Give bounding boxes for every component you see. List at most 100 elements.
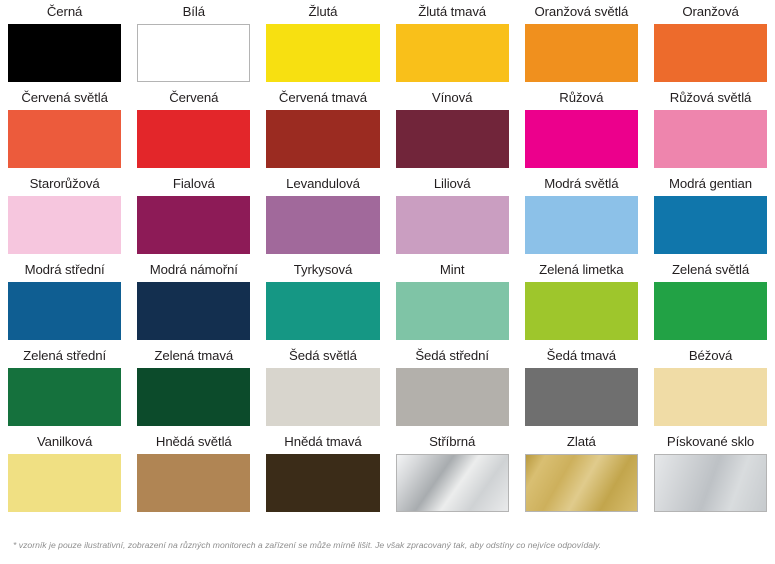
color-swatch[interactable] (524, 24, 638, 82)
swatch-cell[interactable]: Růžová světlá (646, 86, 775, 172)
color-swatch[interactable] (266, 282, 380, 340)
swatch-label: Červená světlá (21, 90, 108, 105)
color-swatch[interactable] (137, 454, 251, 512)
color-swatch[interactable] (395, 110, 509, 168)
color-swatch[interactable] (137, 24, 251, 82)
color-swatch[interactable] (395, 196, 509, 254)
swatch-cell[interactable]: Fialová (129, 172, 258, 258)
swatch-cell[interactable]: Modrá gentian (646, 172, 775, 258)
swatch-cell[interactable]: Šedá tmavá (517, 344, 646, 430)
swatch-label: Bílá (182, 4, 205, 19)
swatch-cell[interactable]: Oranžová světlá (517, 0, 646, 86)
swatch-cell[interactable]: Zelená limetka (517, 258, 646, 344)
swatch-cell[interactable]: Zelená střední (0, 344, 129, 430)
swatch-cell[interactable]: Červená (129, 86, 258, 172)
color-swatch[interactable] (395, 24, 509, 82)
swatch-cell[interactable]: Vínová (388, 86, 517, 172)
swatch-cell[interactable]: Starorůžová (0, 172, 129, 258)
color-swatch[interactable] (137, 282, 251, 340)
color-swatch[interactable] (266, 196, 380, 254)
swatch-label: Zlatá (566, 434, 596, 449)
swatch-cell[interactable]: Vanilková (0, 430, 129, 516)
swatch-cell[interactable]: Červená světlá (0, 86, 129, 172)
swatch-cell[interactable]: Mint (388, 258, 517, 344)
swatch-cell[interactable]: Stříbrná (388, 430, 517, 516)
swatch-cell[interactable]: Šedá střední (388, 344, 517, 430)
swatch-label: Hnědá tmavá (284, 434, 362, 449)
swatch-label: Zelená střední (23, 348, 107, 363)
color-swatch[interactable] (137, 196, 251, 254)
swatch-cell[interactable]: Zlatá (517, 430, 646, 516)
color-swatch[interactable] (395, 282, 509, 340)
color-swatch[interactable] (266, 24, 380, 82)
color-swatch[interactable] (524, 454, 638, 512)
color-swatch[interactable] (524, 110, 638, 168)
swatch-cell[interactable]: Béžová (646, 344, 775, 430)
swatch-label: Tyrkysová (293, 262, 353, 277)
swatch-label: Růžová světlá (669, 90, 752, 105)
swatch-cell[interactable]: Růžová (517, 86, 646, 172)
swatch-label: Zelená limetka (539, 262, 624, 277)
swatch-cell[interactable]: Modrá světlá (517, 172, 646, 258)
color-swatch[interactable] (524, 282, 638, 340)
color-swatch[interactable] (653, 24, 768, 82)
swatch-label: Starorůžová (29, 176, 100, 191)
color-swatch[interactable] (266, 368, 380, 426)
color-swatch[interactable] (653, 196, 768, 254)
color-swatch[interactable] (653, 110, 768, 168)
color-swatch[interactable] (524, 368, 638, 426)
color-swatch[interactable] (653, 368, 768, 426)
color-swatch[interactable] (8, 454, 122, 512)
swatch-cell[interactable]: Tyrkysová (258, 258, 387, 344)
color-swatch[interactable] (8, 110, 122, 168)
swatch-cell[interactable]: Červená tmavá (258, 86, 387, 172)
swatch-cell[interactable]: Pískované sklo (646, 430, 775, 516)
swatch-cell[interactable]: Modrá střední (0, 258, 129, 344)
swatch-cell[interactable]: Žlutá (258, 0, 387, 86)
swatch-label: Modrá gentian (669, 176, 753, 191)
swatch-label: Levandulová (286, 176, 360, 191)
swatch-cell[interactable]: Hnědá světlá (129, 430, 258, 516)
swatch-label: Modrá světlá (544, 176, 619, 191)
color-swatch[interactable] (8, 196, 122, 254)
color-swatch[interactable] (266, 110, 380, 168)
color-swatch[interactable] (395, 454, 509, 512)
swatch-label: Červená tmavá (278, 90, 368, 105)
swatch-label: Černá (46, 4, 83, 19)
swatch-cell[interactable]: Šedá světlá (258, 344, 387, 430)
swatch-label: Šedá tmavá (546, 348, 617, 363)
color-swatch[interactable] (524, 196, 638, 254)
color-swatch[interactable] (653, 282, 768, 340)
swatch-cell[interactable]: Liliová (388, 172, 517, 258)
swatch-label: Oranžová světlá (534, 4, 629, 19)
footnote-disclaimer: * vzorník je pouze ilustrativní, zobraze… (13, 540, 602, 550)
swatch-label: Vanilková (36, 434, 93, 449)
swatch-cell[interactable]: Levandulová (258, 172, 387, 258)
swatch-cell[interactable]: Oranžová (646, 0, 775, 86)
color-swatch[interactable] (137, 110, 251, 168)
swatch-cell[interactable]: Hnědá tmavá (258, 430, 387, 516)
swatch-cell[interactable]: Bílá (129, 0, 258, 86)
swatch-label: Vínová (431, 90, 473, 105)
swatch-label: Béžová (688, 348, 733, 363)
swatch-label: Stříbrná (429, 434, 476, 449)
swatch-label: Liliová (433, 176, 471, 191)
swatch-cell[interactable]: Zelená světlá (646, 258, 775, 344)
color-swatch[interactable] (266, 454, 380, 512)
swatch-label: Mint (439, 262, 465, 277)
swatch-label: Růžová (559, 90, 604, 105)
swatch-cell[interactable]: Modrá námořní (129, 258, 258, 344)
swatch-label: Červená (169, 90, 219, 105)
swatch-label: Žlutá (308, 4, 338, 19)
color-swatch[interactable] (8, 282, 122, 340)
swatch-cell[interactable]: Černá (0, 0, 129, 86)
swatch-cell[interactable]: Zelená tmavá (129, 344, 258, 430)
color-swatch[interactable] (8, 368, 122, 426)
swatch-cell[interactable]: Žlutá tmavá (388, 0, 517, 86)
color-swatch[interactable] (137, 368, 251, 426)
color-swatch[interactable] (395, 368, 509, 426)
color-swatch[interactable] (653, 454, 768, 512)
color-swatch[interactable] (8, 24, 122, 82)
swatch-label: Modrá střední (24, 262, 105, 277)
